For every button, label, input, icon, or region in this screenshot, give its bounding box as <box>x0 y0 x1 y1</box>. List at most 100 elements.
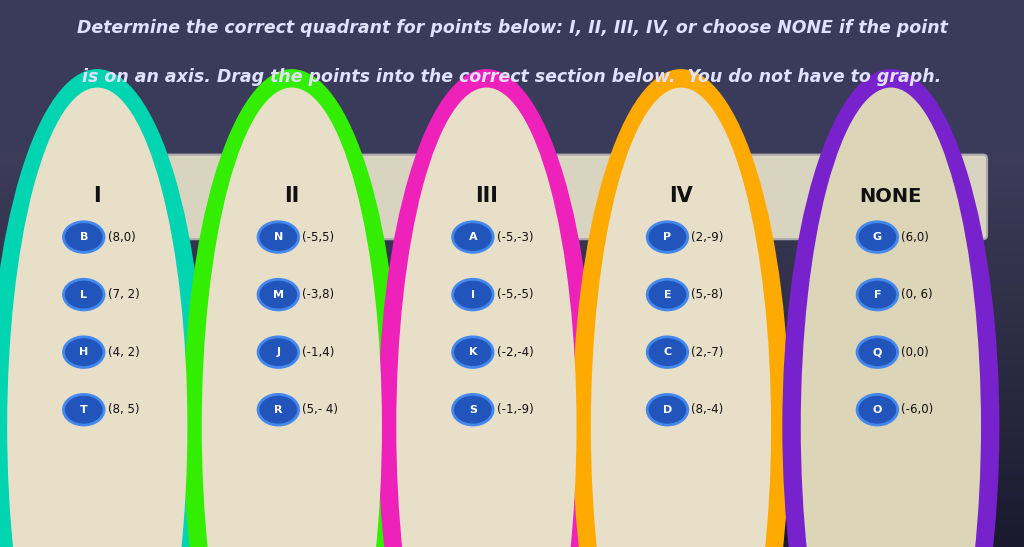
Text: NONE: NONE <box>860 187 922 206</box>
Bar <box>0 137 1024 142</box>
Bar <box>0 241 1024 246</box>
Ellipse shape <box>63 222 104 252</box>
Text: (7, 2): (7, 2) <box>108 288 139 301</box>
Bar <box>0 224 1024 230</box>
Bar <box>0 459 1024 465</box>
Bar <box>0 520 1024 525</box>
Text: (8, 5): (8, 5) <box>108 403 139 416</box>
Ellipse shape <box>647 280 688 310</box>
Bar <box>0 542 1024 547</box>
Ellipse shape <box>801 88 981 547</box>
Bar <box>0 356 1024 361</box>
Bar <box>0 0 1024 5</box>
Bar <box>0 16 1024 22</box>
Bar <box>0 394 1024 399</box>
Bar <box>0 77 1024 82</box>
Bar <box>0 230 1024 235</box>
Bar <box>0 126 1024 131</box>
Ellipse shape <box>63 280 104 310</box>
Bar <box>0 27 1024 33</box>
Bar <box>0 345 1024 350</box>
Text: I: I <box>471 289 475 300</box>
Bar <box>0 438 1024 443</box>
Bar <box>0 246 1024 252</box>
Text: (2,-7): (2,-7) <box>691 346 724 359</box>
Bar <box>0 432 1024 438</box>
Bar <box>0 131 1024 137</box>
Bar <box>0 503 1024 509</box>
Bar <box>0 274 1024 279</box>
Ellipse shape <box>857 337 898 368</box>
Bar <box>0 372 1024 377</box>
Text: (-5,5): (-5,5) <box>302 231 335 243</box>
Text: J: J <box>276 347 281 357</box>
Text: E: E <box>664 289 672 300</box>
Text: I: I <box>93 186 101 206</box>
Bar <box>0 317 1024 323</box>
Bar <box>0 235 1024 241</box>
Ellipse shape <box>63 337 104 368</box>
Bar <box>0 38 1024 44</box>
Text: Determine the correct quadrant for points below: I, II, III, IV, or choose NONE : Determine the correct quadrant for point… <box>77 19 947 37</box>
Bar <box>0 55 1024 60</box>
Text: (-1,-9): (-1,-9) <box>497 403 534 416</box>
Text: (-5,-3): (-5,-3) <box>497 231 534 243</box>
Bar <box>0 312 1024 317</box>
Bar <box>0 181 1024 186</box>
Bar <box>0 301 1024 306</box>
Bar <box>0 49 1024 55</box>
Bar <box>0 60 1024 66</box>
Text: (-2,-4): (-2,-4) <box>497 346 534 359</box>
Bar <box>0 525 1024 531</box>
Text: (2,-9): (2,-9) <box>691 231 724 243</box>
Bar <box>0 142 1024 148</box>
Bar <box>0 377 1024 383</box>
Bar <box>0 219 1024 224</box>
Bar <box>0 350 1024 356</box>
Bar <box>0 388 1024 394</box>
Bar <box>0 366 1024 372</box>
Bar <box>0 263 1024 268</box>
Text: (-5,-5): (-5,-5) <box>497 288 534 301</box>
Bar <box>0 268 1024 274</box>
Text: (4, 2): (4, 2) <box>108 346 139 359</box>
Bar <box>0 66 1024 71</box>
Text: G: G <box>872 232 882 242</box>
Text: (0,0): (0,0) <box>901 346 929 359</box>
Bar <box>0 531 1024 536</box>
Ellipse shape <box>258 337 299 368</box>
Ellipse shape <box>63 394 104 425</box>
Bar <box>0 252 1024 257</box>
Bar <box>0 33 1024 38</box>
FancyBboxPatch shape <box>37 155 987 239</box>
Bar <box>0 509 1024 514</box>
Bar <box>0 202 1024 208</box>
Bar <box>0 421 1024 427</box>
Bar <box>0 120 1024 126</box>
Bar <box>0 93 1024 98</box>
Bar <box>0 498 1024 503</box>
Ellipse shape <box>258 222 299 252</box>
Bar <box>0 104 1024 109</box>
Bar <box>0 5 1024 11</box>
Bar <box>0 427 1024 432</box>
Text: R: R <box>274 405 283 415</box>
Text: (5,- 4): (5,- 4) <box>302 403 338 416</box>
Bar <box>0 175 1024 181</box>
Ellipse shape <box>782 69 999 547</box>
Text: (8,-4): (8,-4) <box>691 403 724 416</box>
Ellipse shape <box>857 394 898 425</box>
Text: (0, 6): (0, 6) <box>901 288 933 301</box>
Bar <box>0 44 1024 49</box>
Bar <box>0 22 1024 27</box>
Bar <box>0 470 1024 476</box>
Bar <box>0 492 1024 498</box>
Bar <box>0 82 1024 88</box>
Ellipse shape <box>453 222 494 252</box>
Text: Q: Q <box>872 347 882 357</box>
Text: (8,0): (8,0) <box>108 231 135 243</box>
Bar <box>0 295 1024 301</box>
Ellipse shape <box>258 280 299 310</box>
Bar <box>0 323 1024 328</box>
Bar <box>0 481 1024 487</box>
